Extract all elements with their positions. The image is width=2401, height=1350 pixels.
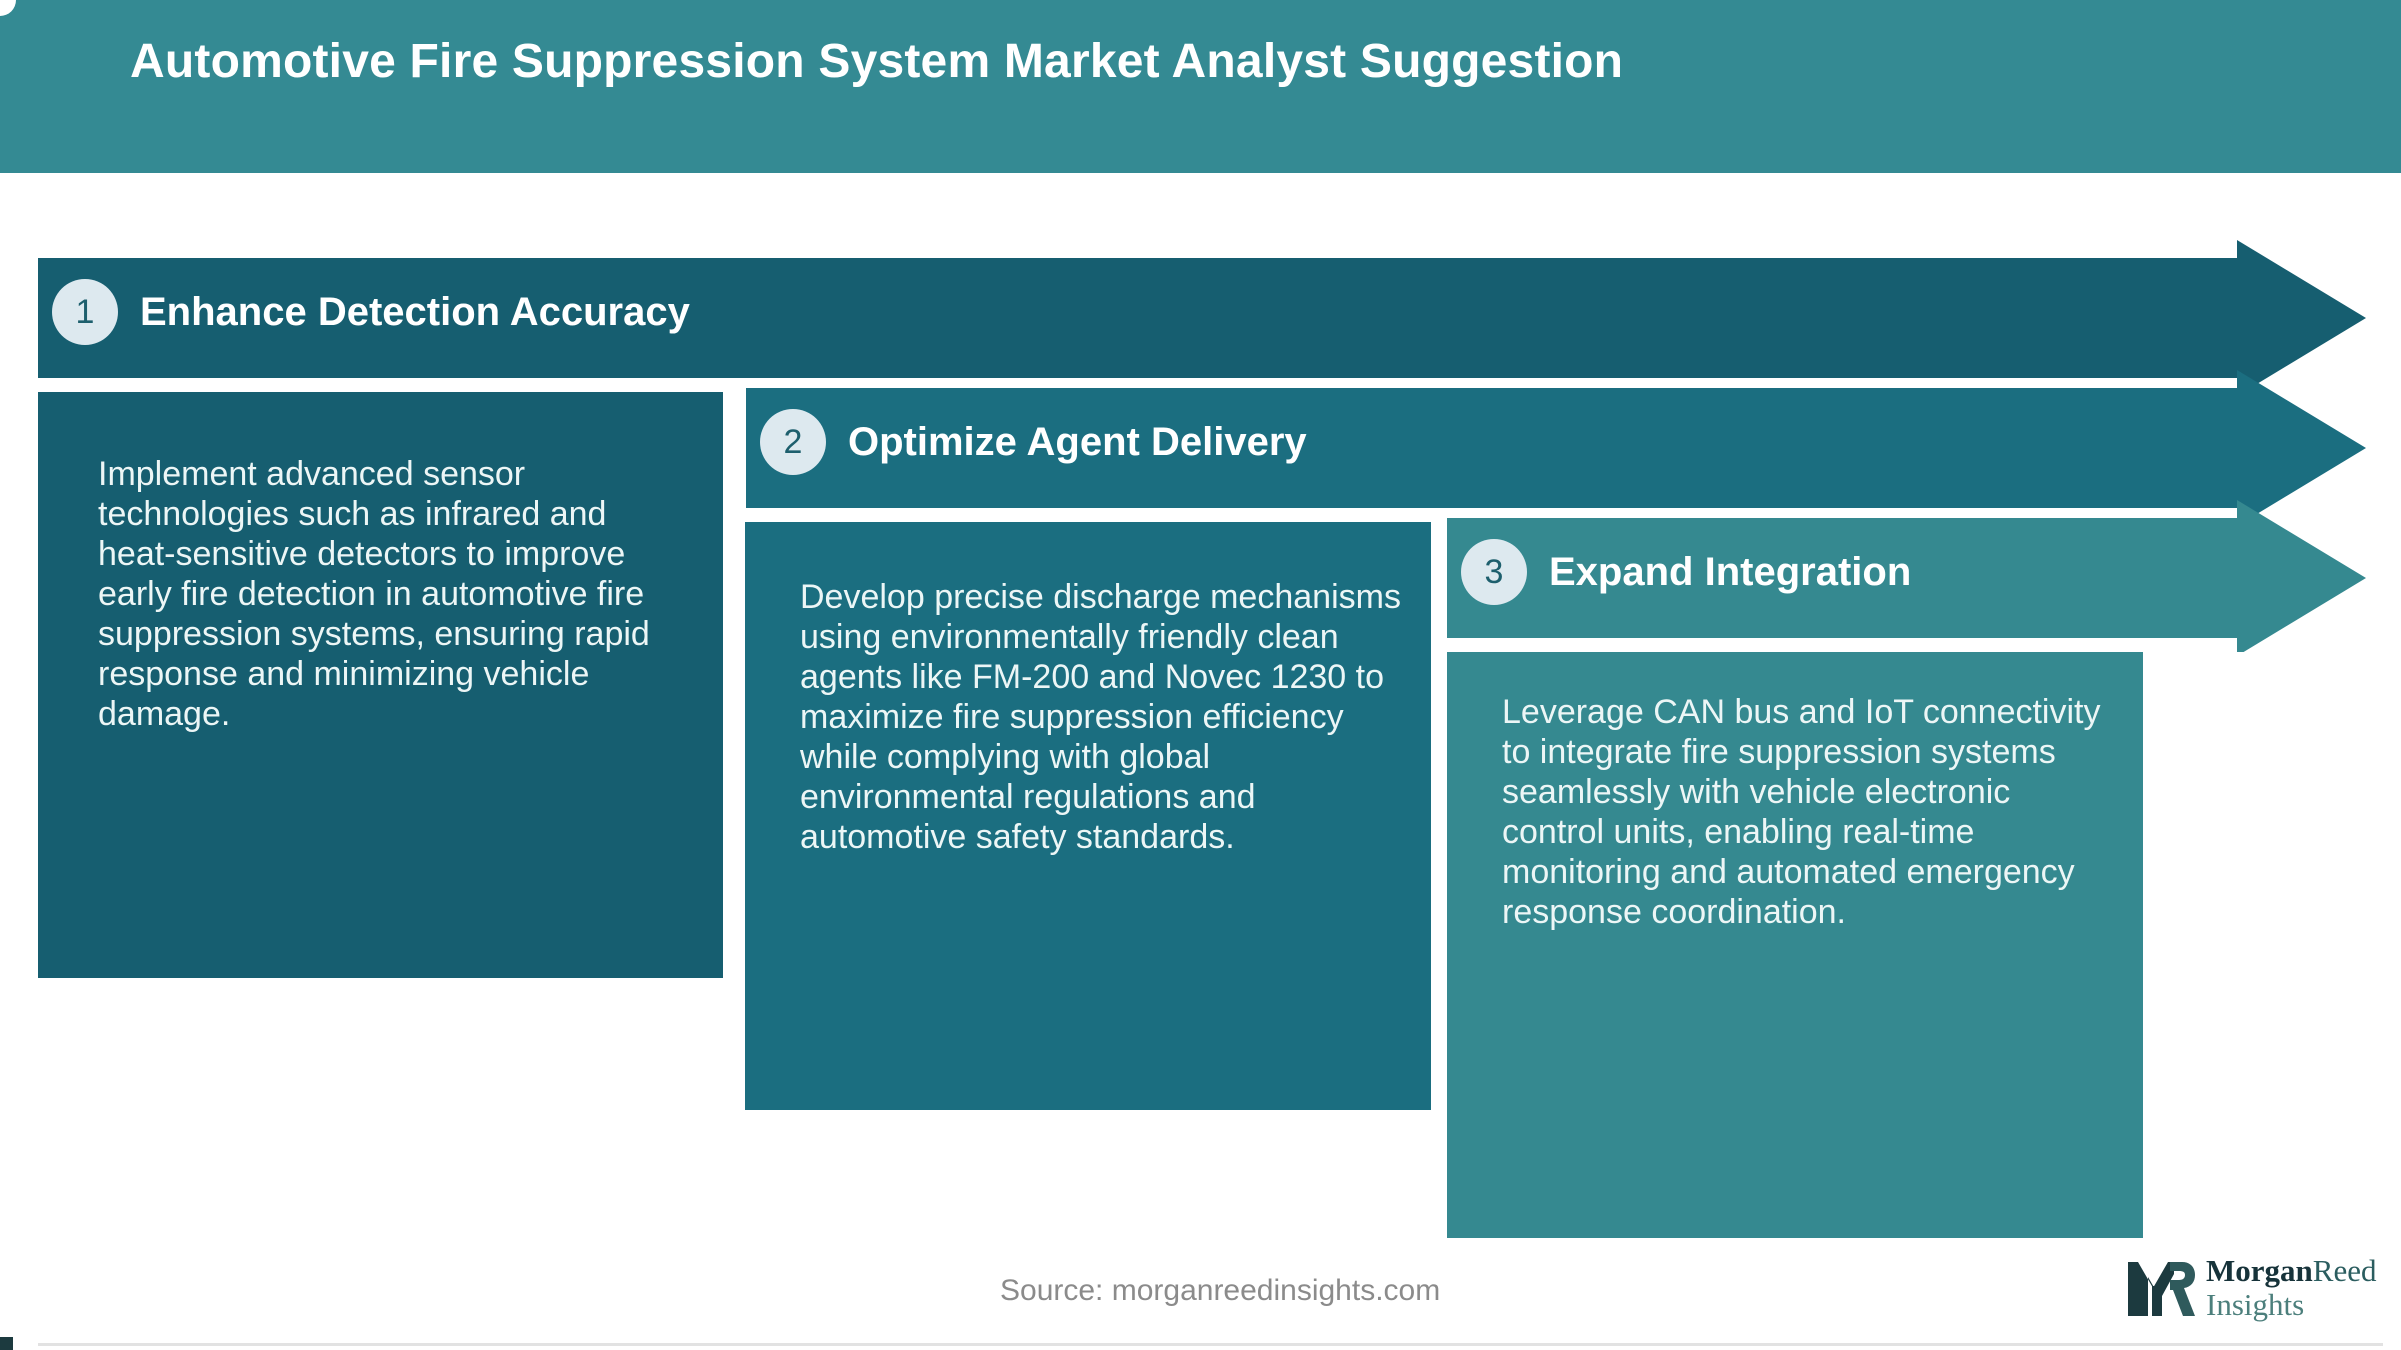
step-banner-1: 1 Enhance Detection Accuracy bbox=[28, 232, 2378, 392]
step-number-1: 1 bbox=[75, 292, 95, 331]
logo-word-morgan: Morgan bbox=[2206, 1253, 2313, 1288]
corner-tick-mark bbox=[0, 1337, 13, 1350]
step-number-badge-1: 1 bbox=[52, 279, 118, 345]
page-title: Automotive Fire Suppression System Marke… bbox=[130, 35, 1624, 88]
step-body-2: Develop precise discharge mechanisms usi… bbox=[800, 578, 1401, 856]
footer-divider bbox=[38, 1343, 2383, 1346]
header-band: Automotive Fire Suppression System Marke… bbox=[0, 0, 2401, 173]
logo-wordmark: MorganReed Insights bbox=[2206, 1254, 2376, 1322]
step-panel-1: Implement advanced sensor technologies s… bbox=[38, 392, 723, 978]
step-banner-2: 2 Optimize Agent Delivery bbox=[736, 362, 2378, 522]
step-title-2: Optimize Agent Delivery bbox=[848, 420, 1307, 464]
arrow-shape-1 bbox=[38, 240, 2366, 392]
step-panel-2: Develop precise discharge mechanisms usi… bbox=[745, 522, 1431, 1110]
step-number-2: 2 bbox=[783, 422, 803, 461]
step-number-badge-2: 2 bbox=[760, 409, 826, 475]
step-title-1: Enhance Detection Accuracy bbox=[140, 290, 690, 334]
arrow-shape-2 bbox=[746, 370, 2366, 522]
step-number-badge-3: 3 bbox=[1461, 539, 1527, 605]
header-corner-notch bbox=[0, 0, 16, 16]
arrow-shape-3 bbox=[1447, 500, 2366, 652]
step-panel-3: Leverage CAN bus and IoT connectivity to… bbox=[1447, 652, 2143, 1238]
step-number-3: 3 bbox=[1484, 552, 1504, 591]
source-attribution: Source: morganreedinsights.com bbox=[1000, 1274, 1441, 1307]
step-title-3: Expand Integration bbox=[1549, 550, 1912, 594]
step-body-3: Leverage CAN bus and IoT connectivity to… bbox=[1502, 693, 2101, 931]
logo-line-primary: MorganReed bbox=[2206, 1254, 2376, 1288]
brand-logo: MorganReed Insights bbox=[2126, 1254, 2376, 1326]
step-banner-3: 3 Expand Integration bbox=[1437, 492, 2378, 652]
mr-monogram-icon bbox=[2128, 1262, 2195, 1316]
logo-word-insights: Insights bbox=[2206, 1287, 2305, 1322]
logo-word-reed: Reed bbox=[2312, 1253, 2377, 1288]
step-body-1: Implement advanced sensor technologies s… bbox=[98, 455, 650, 733]
